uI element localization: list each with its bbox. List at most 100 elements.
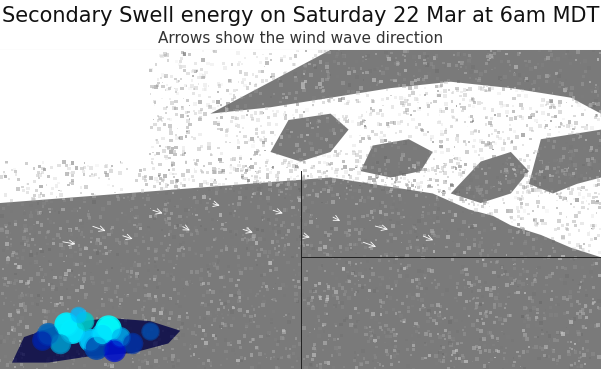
Point xyxy=(294,207,304,213)
Point xyxy=(473,318,483,324)
Point xyxy=(332,169,341,175)
Point xyxy=(302,242,312,248)
Point xyxy=(22,161,31,166)
Point xyxy=(320,340,330,346)
Point xyxy=(159,210,168,216)
Point xyxy=(435,189,444,195)
Point xyxy=(377,276,387,282)
Point xyxy=(578,346,588,352)
Point xyxy=(144,292,153,298)
Point xyxy=(221,108,230,114)
Point xyxy=(383,351,392,357)
Point xyxy=(230,303,240,309)
Point xyxy=(68,160,78,166)
Point xyxy=(24,284,34,290)
Point xyxy=(453,298,462,304)
Point xyxy=(326,162,335,168)
Point xyxy=(531,118,541,124)
Point xyxy=(237,174,246,180)
Point xyxy=(567,135,577,141)
Point xyxy=(8,252,17,258)
Point xyxy=(391,310,401,316)
Point xyxy=(382,186,391,192)
Point xyxy=(139,298,149,304)
Point xyxy=(413,247,423,253)
Point xyxy=(280,242,290,248)
Point xyxy=(335,282,344,288)
Point xyxy=(332,295,342,301)
Point xyxy=(186,279,195,285)
Point xyxy=(420,132,430,138)
Point xyxy=(288,277,298,283)
Point xyxy=(537,320,546,326)
Point xyxy=(489,349,498,355)
Point xyxy=(371,182,380,188)
Point xyxy=(240,356,250,362)
Point xyxy=(369,153,379,159)
Point xyxy=(502,109,512,115)
Point xyxy=(563,48,572,54)
Point xyxy=(104,349,114,355)
Point xyxy=(418,269,427,275)
Point xyxy=(51,313,61,318)
Point xyxy=(144,246,153,252)
Point xyxy=(29,165,38,171)
Point xyxy=(317,200,327,206)
Point xyxy=(308,125,317,131)
Point xyxy=(0,172,10,178)
Point xyxy=(95,356,105,362)
Point xyxy=(25,311,35,317)
Point xyxy=(197,252,206,258)
Point xyxy=(46,165,56,170)
Point xyxy=(195,114,205,120)
Point xyxy=(128,359,138,365)
Point xyxy=(139,340,148,346)
Point xyxy=(267,166,276,172)
Point xyxy=(419,173,429,179)
Point xyxy=(229,188,239,194)
Point xyxy=(377,275,387,281)
Point xyxy=(399,139,409,145)
Point xyxy=(17,293,27,299)
Point xyxy=(350,68,359,74)
Point xyxy=(141,325,151,331)
Point xyxy=(262,283,272,289)
Point xyxy=(595,305,601,311)
Point xyxy=(357,185,367,191)
Point xyxy=(385,140,394,146)
Point xyxy=(105,248,114,254)
Point xyxy=(435,93,444,99)
Point xyxy=(346,322,356,328)
Point xyxy=(439,345,448,351)
Point xyxy=(506,86,516,92)
Point xyxy=(70,274,79,280)
Point xyxy=(55,341,65,346)
Point xyxy=(347,352,357,358)
Point xyxy=(18,352,28,358)
Point xyxy=(342,259,352,265)
Point xyxy=(440,64,450,70)
Point xyxy=(392,207,401,213)
Point xyxy=(464,201,474,207)
Point xyxy=(292,142,302,148)
Point xyxy=(567,363,576,369)
Point xyxy=(462,358,471,364)
Point xyxy=(209,332,218,338)
Point xyxy=(113,193,123,199)
Point xyxy=(16,342,25,348)
Point xyxy=(390,120,400,126)
Point xyxy=(493,134,502,139)
Point xyxy=(237,168,246,174)
Point xyxy=(180,182,189,188)
Point xyxy=(514,92,524,98)
Point xyxy=(362,180,371,186)
Point xyxy=(249,319,258,325)
Point xyxy=(131,333,141,339)
Point xyxy=(469,322,478,328)
Point xyxy=(459,277,469,283)
Point xyxy=(266,245,276,251)
Point xyxy=(558,235,568,241)
Point xyxy=(476,239,486,245)
Point xyxy=(427,339,437,345)
Point xyxy=(49,220,58,226)
